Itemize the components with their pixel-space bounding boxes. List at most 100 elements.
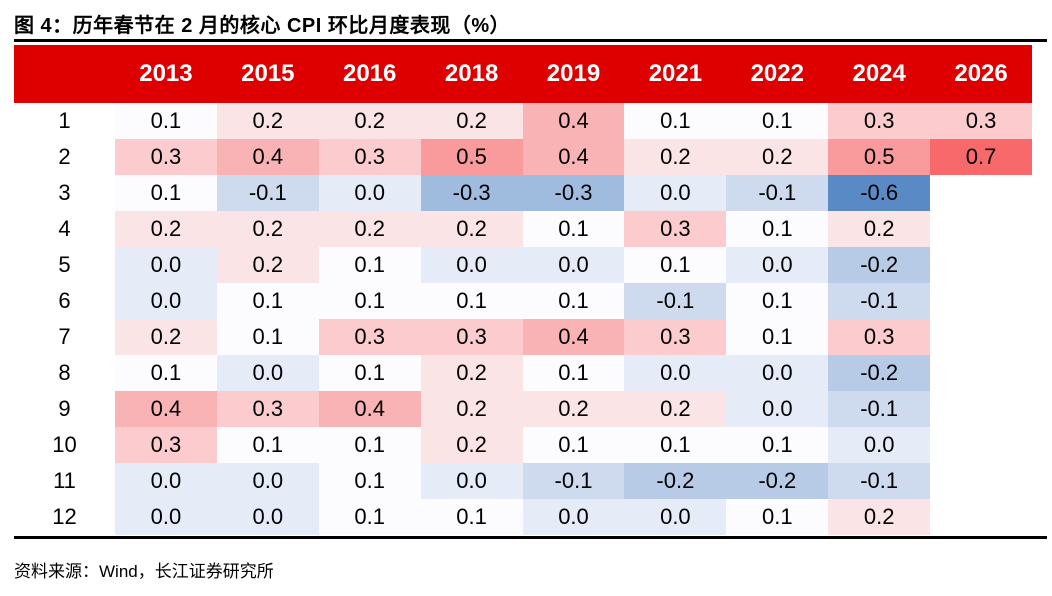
heatmap-cell: 0.1 [115, 103, 217, 139]
heatmap-cell: 0.1 [726, 211, 829, 247]
heatmap-cell: 0.3 [420, 319, 523, 355]
heatmap-cell: 0.2 [216, 247, 319, 283]
heatmap-table: 2013 2015 2016 2018 2019 2021 2022 2024 2026 1 0.1… [14, 45, 1032, 535]
heatmap-cell: -0.3 [522, 175, 625, 211]
month-label: 7 [14, 319, 115, 355]
heatmap-cell: -0.6 [828, 175, 931, 211]
month-label: 4 [14, 211, 115, 247]
heatmap-cell: 0.2 [115, 211, 217, 247]
year-header: 2015 [216, 45, 319, 103]
year-header: 2018 [420, 45, 523, 103]
heatmap-cell: 0.0 [115, 247, 217, 283]
month-label: 10 [14, 427, 115, 463]
heatmap-cell [930, 463, 1032, 499]
heatmap-cell: 0.2 [420, 211, 523, 247]
heatmap-cell: 0.1 [522, 283, 625, 319]
heatmap-cell: 0.2 [420, 355, 523, 391]
heatmap-cell: 0.0 [828, 427, 931, 463]
heatmap-cell: 0.1 [522, 211, 625, 247]
heatmap-cell: 0.4 [522, 103, 625, 139]
heatmap-cell: 0.2 [624, 139, 727, 175]
year-header: 2026 [930, 45, 1032, 103]
heatmap-cell: 0.0 [624, 175, 727, 211]
year-header: 2021 [624, 45, 727, 103]
heatmap-cell: -0.2 [828, 247, 931, 283]
heatmap-cell: 0.0 [115, 499, 217, 535]
heatmap-cell: -0.2 [726, 463, 829, 499]
month-label: 12 [14, 499, 115, 535]
heatmap-cell: 0.2 [216, 103, 319, 139]
heatmap-cell: 0.2 [115, 319, 217, 355]
year-header: 2016 [318, 45, 421, 103]
heatmap-cell: 0.1 [318, 463, 421, 499]
source-note: 资料来源：Wind，长江证券研究所 [14, 562, 274, 581]
heatmap-cell: 0.0 [624, 499, 727, 535]
heatmap-cell: 0.0 [726, 355, 829, 391]
heatmap-cell: -0.3 [420, 175, 523, 211]
heatmap-cell: 0.3 [930, 103, 1032, 139]
heatmap-cell: 0.1 [522, 355, 625, 391]
month-label: 5 [14, 247, 115, 283]
month-label: 6 [14, 283, 115, 319]
month-label: 9 [14, 391, 115, 427]
heatmap-cell: 0.2 [420, 391, 523, 427]
heatmap-cell: 0.3 [828, 103, 931, 139]
heatmap-cell: 0.4 [522, 319, 625, 355]
heatmap-cell: 0.1 [522, 427, 625, 463]
heatmap-cell: -0.1 [624, 283, 727, 319]
heatmap-cell [930, 355, 1032, 391]
heatmap-cell: 0.1 [318, 427, 421, 463]
heatmap-cell: 0.1 [216, 319, 319, 355]
heatmap-cell: 0.4 [318, 391, 421, 427]
heatmap-cell: 0.2 [318, 211, 421, 247]
heatmap-cell: 0.0 [216, 463, 319, 499]
heatmap-cell: 0.1 [726, 499, 829, 535]
heatmap-cell: -0.1 [828, 463, 931, 499]
heatmap-cell: 0.3 [828, 319, 931, 355]
heatmap-cell: 0.7 [930, 139, 1032, 175]
heatmap-cell: -0.1 [216, 175, 319, 211]
heatmap-cell: 0.2 [420, 427, 523, 463]
month-label: 3 [14, 175, 115, 211]
heatmap-cell: 0.1 [624, 247, 727, 283]
heatmap-cell: 0.1 [726, 103, 829, 139]
heatmap-cell: 0.2 [216, 211, 319, 247]
heatmap-cell: 0.2 [624, 391, 727, 427]
heatmap-cell: 0.1 [624, 103, 727, 139]
year-header: 2013 [115, 45, 217, 103]
heatmap-cell: 0.1 [318, 355, 421, 391]
heatmap-cell: -0.2 [828, 355, 931, 391]
heatmap-cell: -0.1 [522, 463, 625, 499]
heatmap-cell: 0.1 [726, 283, 829, 319]
heatmap-cell: 0.4 [115, 391, 217, 427]
heatmap-cell: 0.1 [726, 319, 829, 355]
heatmap-cell: 0.3 [318, 139, 421, 175]
bottom-rule [14, 536, 1047, 539]
heatmap-cell: 0.4 [216, 139, 319, 175]
heatmap-cell: 0.2 [522, 391, 625, 427]
heatmap-cell: 0.1 [115, 175, 217, 211]
heatmap-cell: 0.3 [115, 139, 217, 175]
heatmap-cell: 0.0 [420, 463, 523, 499]
heatmap-cell: 0.0 [420, 247, 523, 283]
heatmap-cell: 0.1 [420, 283, 523, 319]
heatmap-cell: 0.0 [522, 247, 625, 283]
heatmap-cell: 0.1 [115, 355, 217, 391]
heatmap-cell: 0.1 [318, 283, 421, 319]
heatmap-cell: 0.2 [318, 103, 421, 139]
heatmap-cell: 0.0 [216, 355, 319, 391]
heatmap-cell [930, 499, 1032, 535]
heatmap-cell: 0.1 [420, 499, 523, 535]
heatmap-cell [930, 283, 1032, 319]
header-corner-cell [14, 45, 115, 103]
heatmap-cell: 0.1 [216, 283, 319, 319]
heatmap-cell: 0.0 [726, 391, 829, 427]
heatmap-cell: 0.1 [318, 499, 421, 535]
year-header: 2022 [726, 45, 829, 103]
heatmap-cell: 0.0 [726, 247, 829, 283]
heatmap-cell [930, 175, 1032, 211]
heatmap-cell: 0.0 [115, 463, 217, 499]
figure-title: 图 4：历年春节在 2 月的核心 CPI 环比月度表现（%） [14, 15, 511, 37]
heatmap-cell: -0.1 [828, 391, 931, 427]
